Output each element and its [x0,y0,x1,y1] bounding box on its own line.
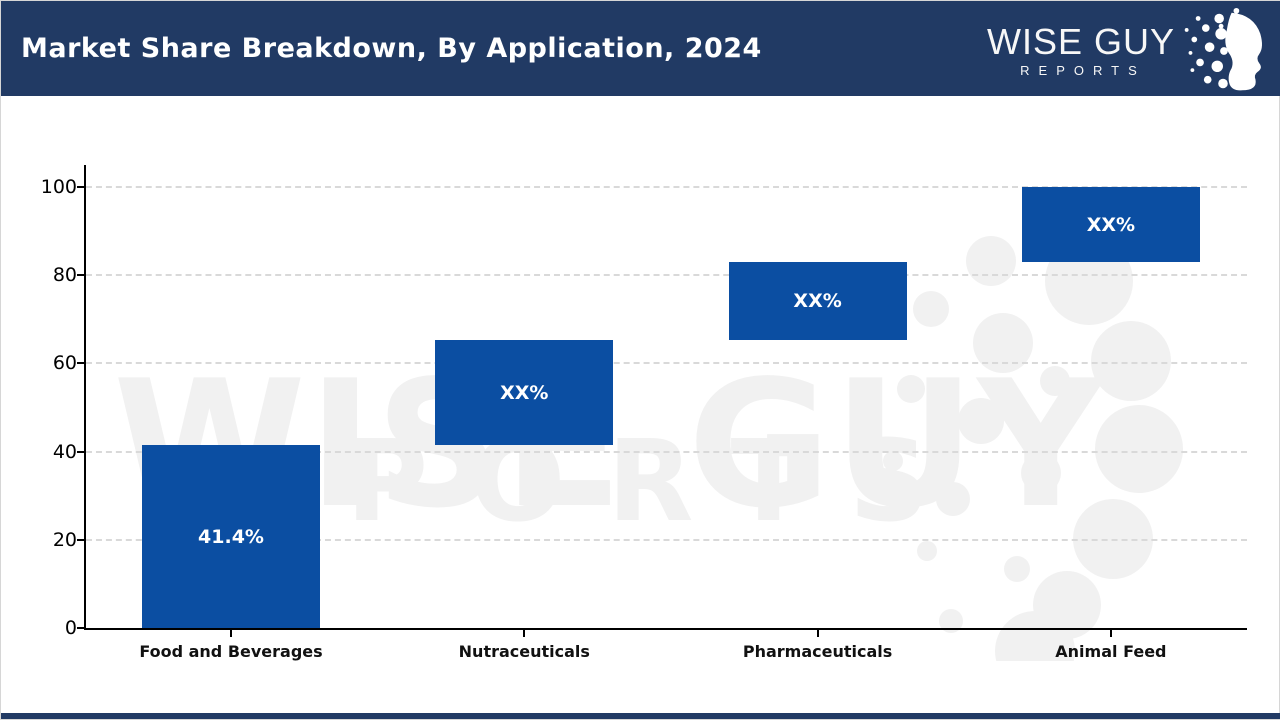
gridline-60 [86,362,1247,365]
y-axis-tick-label: 40 [52,440,77,463]
logo-face-icon [1184,7,1263,91]
y-axis-tick-label: 20 [52,528,77,551]
bar-value-label: XX% [500,381,549,404]
chart-plot-area: WISE GUY PORTS 0 20 40 60 80 100 41.4% Food and… [1,96,1280,715]
x-axis-line [84,628,1247,630]
y-axis-tick-mark [77,362,85,365]
gridline-40 [86,450,1247,453]
logo-wordmark: WISE GUY [986,21,1175,62]
x-axis-category-label: Animal Feed [1055,642,1167,661]
x-axis-tick-mark [816,630,819,637]
bar-food-and-beverages: 41.4% [142,445,320,628]
y-axis-tick-label: 80 [52,264,77,287]
y-axis-line [84,164,86,630]
x-axis-tick-mark [523,630,526,637]
bar-value-label: XX% [793,290,842,313]
footer-accent-bar [1,713,1280,719]
x-axis-category-label: Pharmaceuticals [742,642,893,661]
y-axis-tick-mark [77,627,85,629]
header-bar: Market Share Breakdown, By Application, … [1,1,1280,96]
x-axis-tick-mark [230,630,232,637]
bar-pharmaceuticals: XX% [728,262,907,341]
x-axis-category-label: Nutraceuticals [458,642,590,661]
y-axis-tick-label: 0 [64,617,77,639]
chart-title: Market Share Breakdown, By Application, … [21,33,762,64]
bar-animal-feed: XX% [1021,187,1200,263]
y-axis-tick-label: 100 [40,176,77,198]
y-axis-tick-label: 60 [52,352,77,375]
logo-text: WISE GUY REPORTS [986,21,1175,79]
bar-nutraceuticals: XX% [435,340,614,446]
y-axis-tick-mark [77,450,85,453]
wise-guy-reports-logo: WISE GUY REPORTS [986,7,1267,91]
y-axis-tick-mark [77,538,85,541]
bar-value-label: XX% [1086,213,1136,236]
gridline-80 [86,274,1247,277]
y-axis-tick-mark [77,186,85,188]
gridline-20 [86,538,1247,541]
bar-value-label: 41.4% [198,525,264,548]
x-axis-tick-mark [1109,630,1112,637]
logo-subtitle: REPORTS [1020,63,1146,78]
x-axis-category-label: Food and Beverages [139,642,323,661]
y-axis-tick-mark [77,274,85,277]
gridline-100 [86,186,1247,188]
